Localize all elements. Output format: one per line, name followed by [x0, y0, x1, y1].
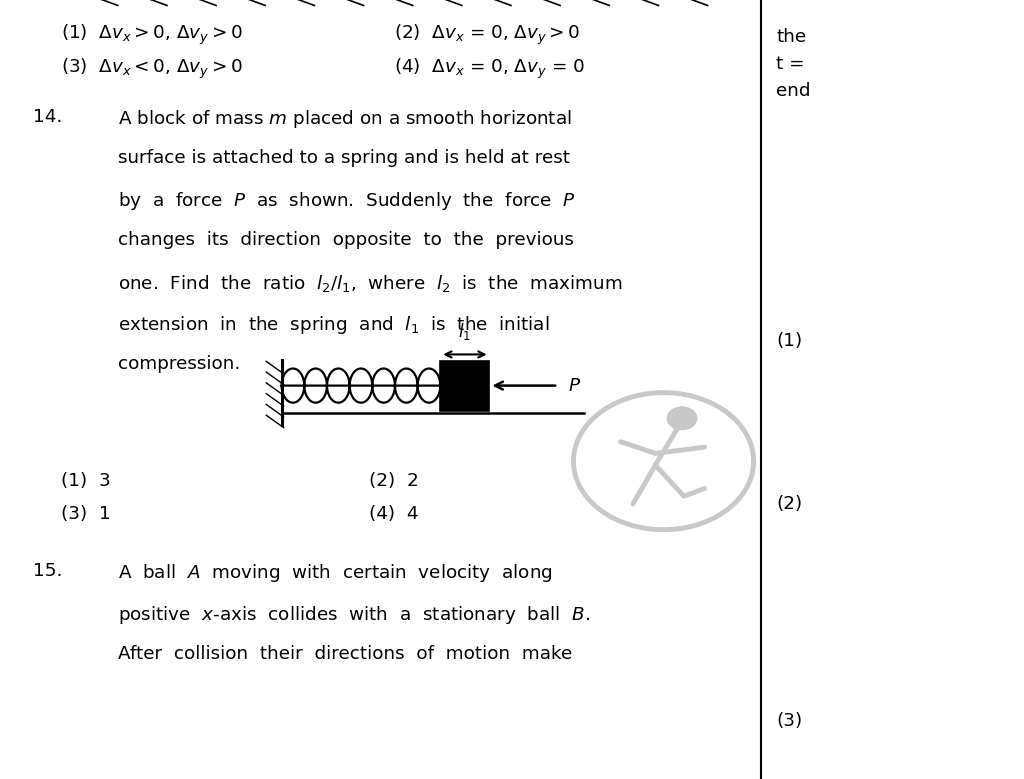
Text: positive  $x$-axis  collides  with  a  stationary  ball  $B$.: positive $x$-axis collides with a statio…: [118, 604, 590, 626]
Text: After  collision  their  directions  of  motion  make: After collision their directions of moti…: [118, 645, 572, 663]
Text: (2)  $\Delta v_x$ = 0, $\Delta v_y$$>$0: (2) $\Delta v_x$ = 0, $\Delta v_y$$>$0: [394, 23, 581, 48]
Text: 14.: 14.: [33, 108, 62, 125]
Text: (1)  3: (1) 3: [61, 471, 112, 490]
Text: $l_1$: $l_1$: [459, 321, 471, 342]
Text: (3)  1: (3) 1: [61, 505, 112, 523]
Text: surface is attached to a spring and is held at rest: surface is attached to a spring and is h…: [118, 149, 569, 167]
Text: end: end: [776, 82, 811, 100]
Text: (4)  4: (4) 4: [369, 505, 418, 523]
Text: A block of mass $m$ placed on a smooth horizontal: A block of mass $m$ placed on a smooth h…: [118, 108, 571, 129]
Text: (3)  $\Delta v_x$$<$0, $\Delta v_y$$>$0: (3) $\Delta v_x$$<$0, $\Delta v_y$$>$0: [61, 56, 244, 81]
Circle shape: [668, 407, 696, 429]
Text: (3): (3): [776, 711, 803, 730]
Text: (2)  2: (2) 2: [369, 471, 419, 490]
Text: $P$: $P$: [568, 376, 582, 395]
Text: extension  in  the  spring  and  $l_1$  is  the  initial: extension in the spring and $l_1$ is the…: [118, 314, 549, 336]
Text: compression.: compression.: [118, 355, 240, 373]
Text: (2): (2): [776, 495, 803, 513]
Text: (1)  $\Delta v_x$$>$0, $\Delta v_y$$>$0: (1) $\Delta v_x$$>$0, $\Delta v_y$$>$0: [61, 23, 244, 48]
Text: A  ball  $A$  moving  with  certain  velocity  along: A ball $A$ moving with certain velocity …: [118, 562, 553, 584]
Text: changes  its  direction  opposite  to  the  previous: changes its direction opposite to the pr…: [118, 231, 573, 249]
Text: by  a  force  $P$  as  shown.  Suddenly  the  force  $P$: by a force $P$ as shown. Suddenly the fo…: [118, 190, 575, 212]
Text: one.  Find  the  ratio  $l_2/l_1$,  where  $l_2$  is  the  maximum: one. Find the ratio $l_2/l_1$, where $l_…: [118, 273, 623, 294]
Text: (1): (1): [776, 332, 803, 351]
Bar: [440, 361, 489, 411]
Text: the: the: [776, 28, 806, 47]
Text: (4)  $\Delta v_x$ = 0, $\Delta v_y$ = 0: (4) $\Delta v_x$ = 0, $\Delta v_y$ = 0: [394, 56, 585, 81]
Text: 15.: 15.: [33, 562, 62, 580]
Text: t =: t =: [776, 55, 805, 73]
